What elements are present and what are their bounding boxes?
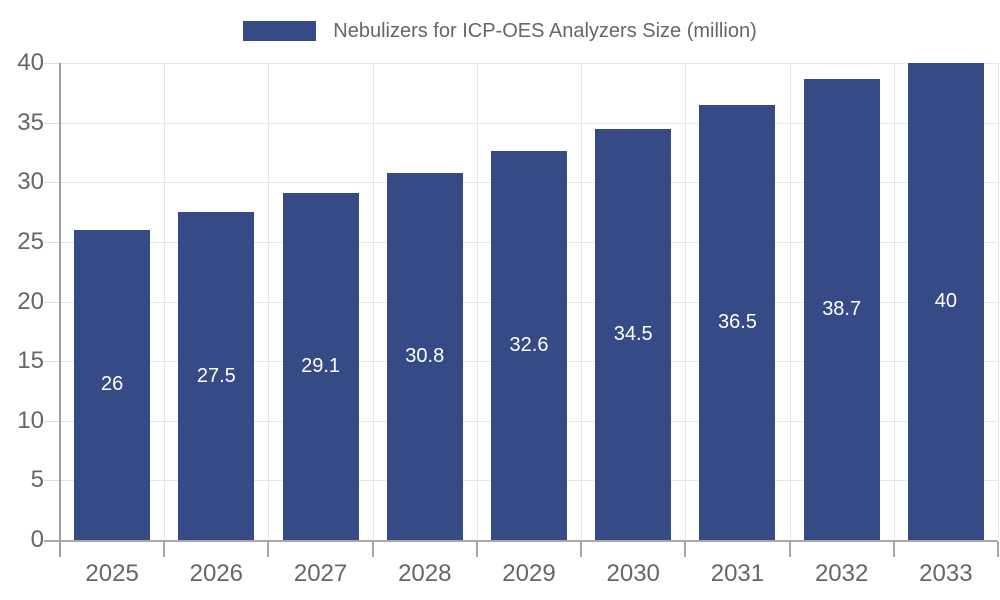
bar-value-label: 26	[100, 373, 124, 396]
x-gridline	[685, 63, 687, 540]
y-tick-mark	[44, 361, 60, 363]
legend-swatch	[243, 21, 317, 41]
y-axis-tick-label: 0	[30, 526, 44, 553]
x-tick-mark	[163, 542, 166, 557]
x-tick-mark	[997, 542, 999, 557]
x-axis-tick-label: 2025	[85, 560, 139, 587]
y-tick-mark	[44, 182, 60, 184]
x-gridline	[164, 63, 166, 540]
x-gridline	[581, 63, 583, 540]
bar-2027[interactable]: 29.1	[282, 192, 359, 540]
y-gridline	[60, 63, 998, 64]
y-tick-mark	[44, 420, 60, 422]
bar-2033[interactable]: 40	[907, 63, 984, 540]
y-axis-tick-label: 5	[30, 466, 44, 494]
y-axis-tick-label: 35	[17, 108, 44, 136]
y-tick-mark	[44, 301, 60, 303]
x-axis-line	[44, 540, 998, 542]
x-axis-tick-label: 2027	[293, 560, 348, 587]
y-tick-mark	[44, 241, 60, 243]
x-tick-mark	[892, 542, 895, 557]
bar-2032[interactable]: 38.7	[803, 78, 880, 540]
y-axis-tick-label: 10	[17, 406, 44, 434]
x-gridline	[893, 63, 895, 540]
y-axis-tick-label: 40	[17, 49, 44, 76]
y-axis-tick-label: 25	[17, 227, 44, 255]
bar-value-label: 30.8	[405, 344, 445, 367]
x-axis-tick-label: 2031	[710, 560, 765, 587]
bar-2025[interactable]: 26	[74, 229, 151, 540]
y-axis-tick-label: 30	[17, 168, 44, 196]
chart-title: Nebulizers for ICP-OES Analyzers Size (m…	[333, 20, 757, 42]
y-tick-mark	[44, 63, 60, 64]
bar-2029[interactable]: 32.6	[491, 151, 567, 540]
x-gridline	[268, 63, 270, 540]
bar-value-label: 32.6	[509, 334, 549, 357]
x-tick-mark	[475, 542, 478, 557]
x-tick-mark	[580, 542, 583, 557]
x-tick-mark	[267, 542, 270, 557]
x-axis-tick-label: 2033	[919, 560, 973, 587]
bar-2028[interactable]: 30.8	[386, 172, 463, 540]
x-axis-tick-label: 2032	[814, 560, 869, 587]
y-axis-tick-label: 15	[17, 347, 44, 375]
y-gridline	[60, 122, 998, 124]
bar-value-label: 27.5	[196, 364, 236, 387]
bar-value-label: 40	[934, 290, 957, 312]
bar-value-label: 29.1	[301, 354, 341, 377]
bar-2030[interactable]: 34.5	[595, 128, 672, 540]
x-tick-mark	[788, 542, 791, 557]
bar-value-label: 34.5	[613, 322, 653, 345]
legend[interactable]: Nebulizers for ICP-OES Analyzers Size (m…	[0, 18, 1000, 44]
x-tick-mark	[684, 542, 687, 557]
x-axis-tick-label: 2030	[606, 560, 660, 587]
x-axis-tick-label: 2029	[502, 560, 556, 587]
x-axis-tick-label: 2026	[189, 560, 244, 587]
bar-value-label: 36.5	[717, 310, 757, 333]
x-gridline	[476, 63, 478, 540]
bar-2031[interactable]: 36.5	[699, 104, 776, 540]
x-gridline	[998, 63, 999, 540]
x-tick-mark	[371, 542, 374, 557]
x-gridline	[372, 63, 374, 540]
bar-value-label: 38.7	[822, 297, 862, 320]
x-axis-tick-label: 2028	[398, 560, 452, 587]
y-tick-mark	[44, 122, 60, 124]
y-axis-line	[59, 63, 61, 557]
y-tick-mark	[44, 480, 60, 482]
y-axis-tick-label: 20	[17, 287, 44, 315]
bar-2026[interactable]: 27.5	[178, 212, 255, 540]
x-gridline	[789, 63, 791, 540]
